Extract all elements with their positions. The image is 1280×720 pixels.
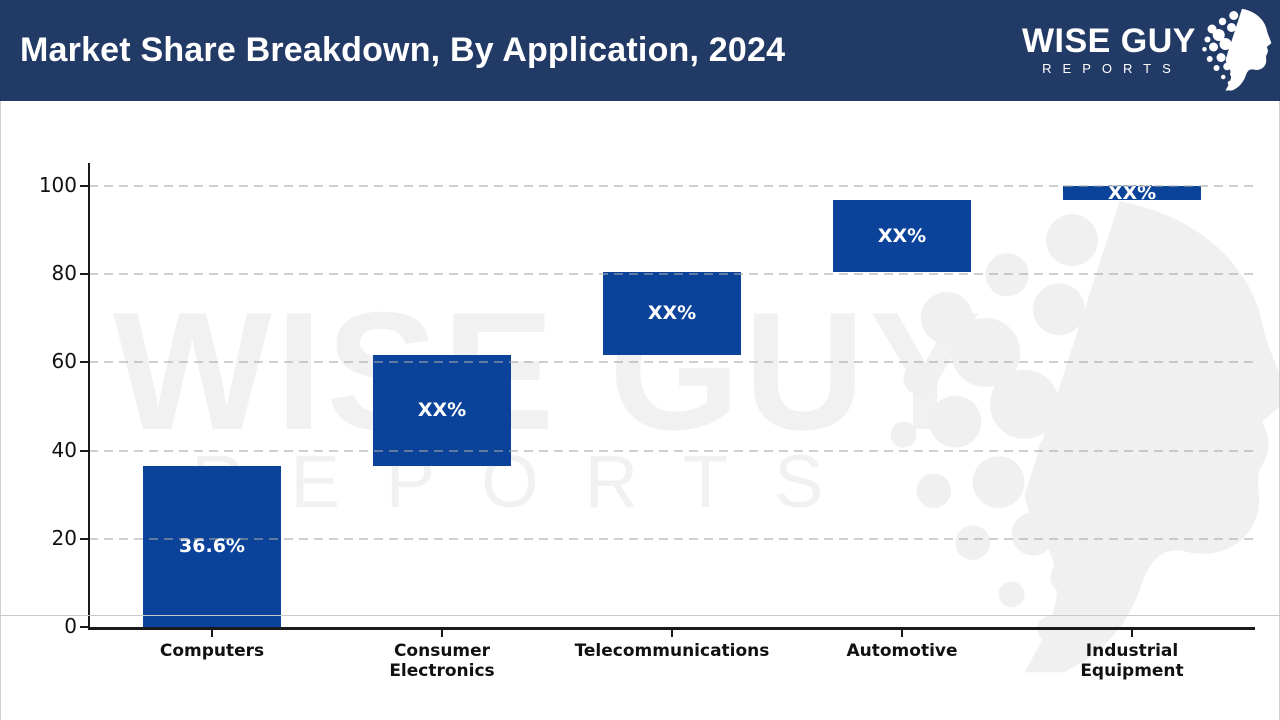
gridline-80: [89, 273, 1257, 276]
bar-value-label: 36.6%: [179, 535, 245, 558]
y-tick-label: 40: [51, 437, 77, 462]
y-tick-mark: [80, 537, 88, 540]
bar-value-label: XX%: [877, 224, 927, 247]
chart-title: Market Share Breakdown, By Application, …: [20, 31, 786, 69]
x-category-label: Telecommunications: [574, 641, 770, 661]
y-axis-spine: [88, 163, 90, 630]
bar-value-label: XX%: [1107, 186, 1157, 200]
waterfall-chart: 02040608010036.6%36.6%ComputersXX%XX%Con…: [1, 101, 1279, 720]
y-tick-label: 20: [51, 525, 77, 550]
wise-guy-logo: WISE GUY REPORTS: [1022, 8, 1274, 92]
y-tick-label: 80: [51, 261, 77, 286]
bar-value-label: XX%: [647, 302, 697, 325]
logo-subtitle: REPORTS: [1042, 60, 1182, 76]
y-tick-mark: [80, 185, 88, 187]
header-band: Market Share Breakdown, By Application, …: [0, 0, 1280, 101]
gridline-40: [89, 449, 1257, 452]
gridline-20: [89, 537, 1257, 540]
logo-wordmark: WISE GUY: [1021, 22, 1196, 60]
y-tick-mark: [80, 449, 88, 452]
y-tick-mark: [80, 361, 88, 364]
bar-telecommunications: XX%: [603, 271, 741, 356]
logo-head-icon: [1202, 8, 1272, 91]
x-tick-mark: [901, 630, 903, 637]
bar-consumer-electronics: XX%: [373, 355, 511, 466]
bar-industrial-equipment: XX%: [1063, 186, 1201, 200]
logo-text: WISE GUY REPORTS: [1021, 22, 1196, 76]
x-category-label: Industrial Equipment: [1080, 641, 1184, 682]
x-category-label: Consumer Electronics: [389, 641, 495, 682]
x-tick-mark: [1131, 630, 1133, 637]
x-axis-spine: [88, 627, 1255, 630]
x-tick-mark: [671, 630, 673, 637]
y-tick-label: 60: [51, 349, 77, 374]
x-category-label: Automotive: [846, 641, 958, 661]
bar-computers: 36.6%: [143, 465, 281, 627]
bar-value-label: XX%: [417, 399, 467, 422]
bottom-divider: [0, 615, 1280, 616]
watermark-wordmark: WISE GUY: [113, 277, 986, 465]
y-tick-label: 100: [38, 173, 77, 197]
x-tick-mark: [211, 630, 213, 637]
y-tick-mark: [80, 626, 88, 628]
gridline-100: [89, 185, 1257, 187]
y-tick-mark: [80, 273, 88, 276]
chart-canvas: WISE GUY REPORTS 02040608010036.6%36.6%C…: [0, 101, 1280, 720]
gridline-60: [89, 361, 1257, 364]
y-tick-label: 0: [64, 614, 77, 638]
bar-automotive: XX%: [833, 199, 971, 272]
x-category-label: Computers: [159, 641, 265, 661]
x-tick-mark: [441, 630, 443, 637]
